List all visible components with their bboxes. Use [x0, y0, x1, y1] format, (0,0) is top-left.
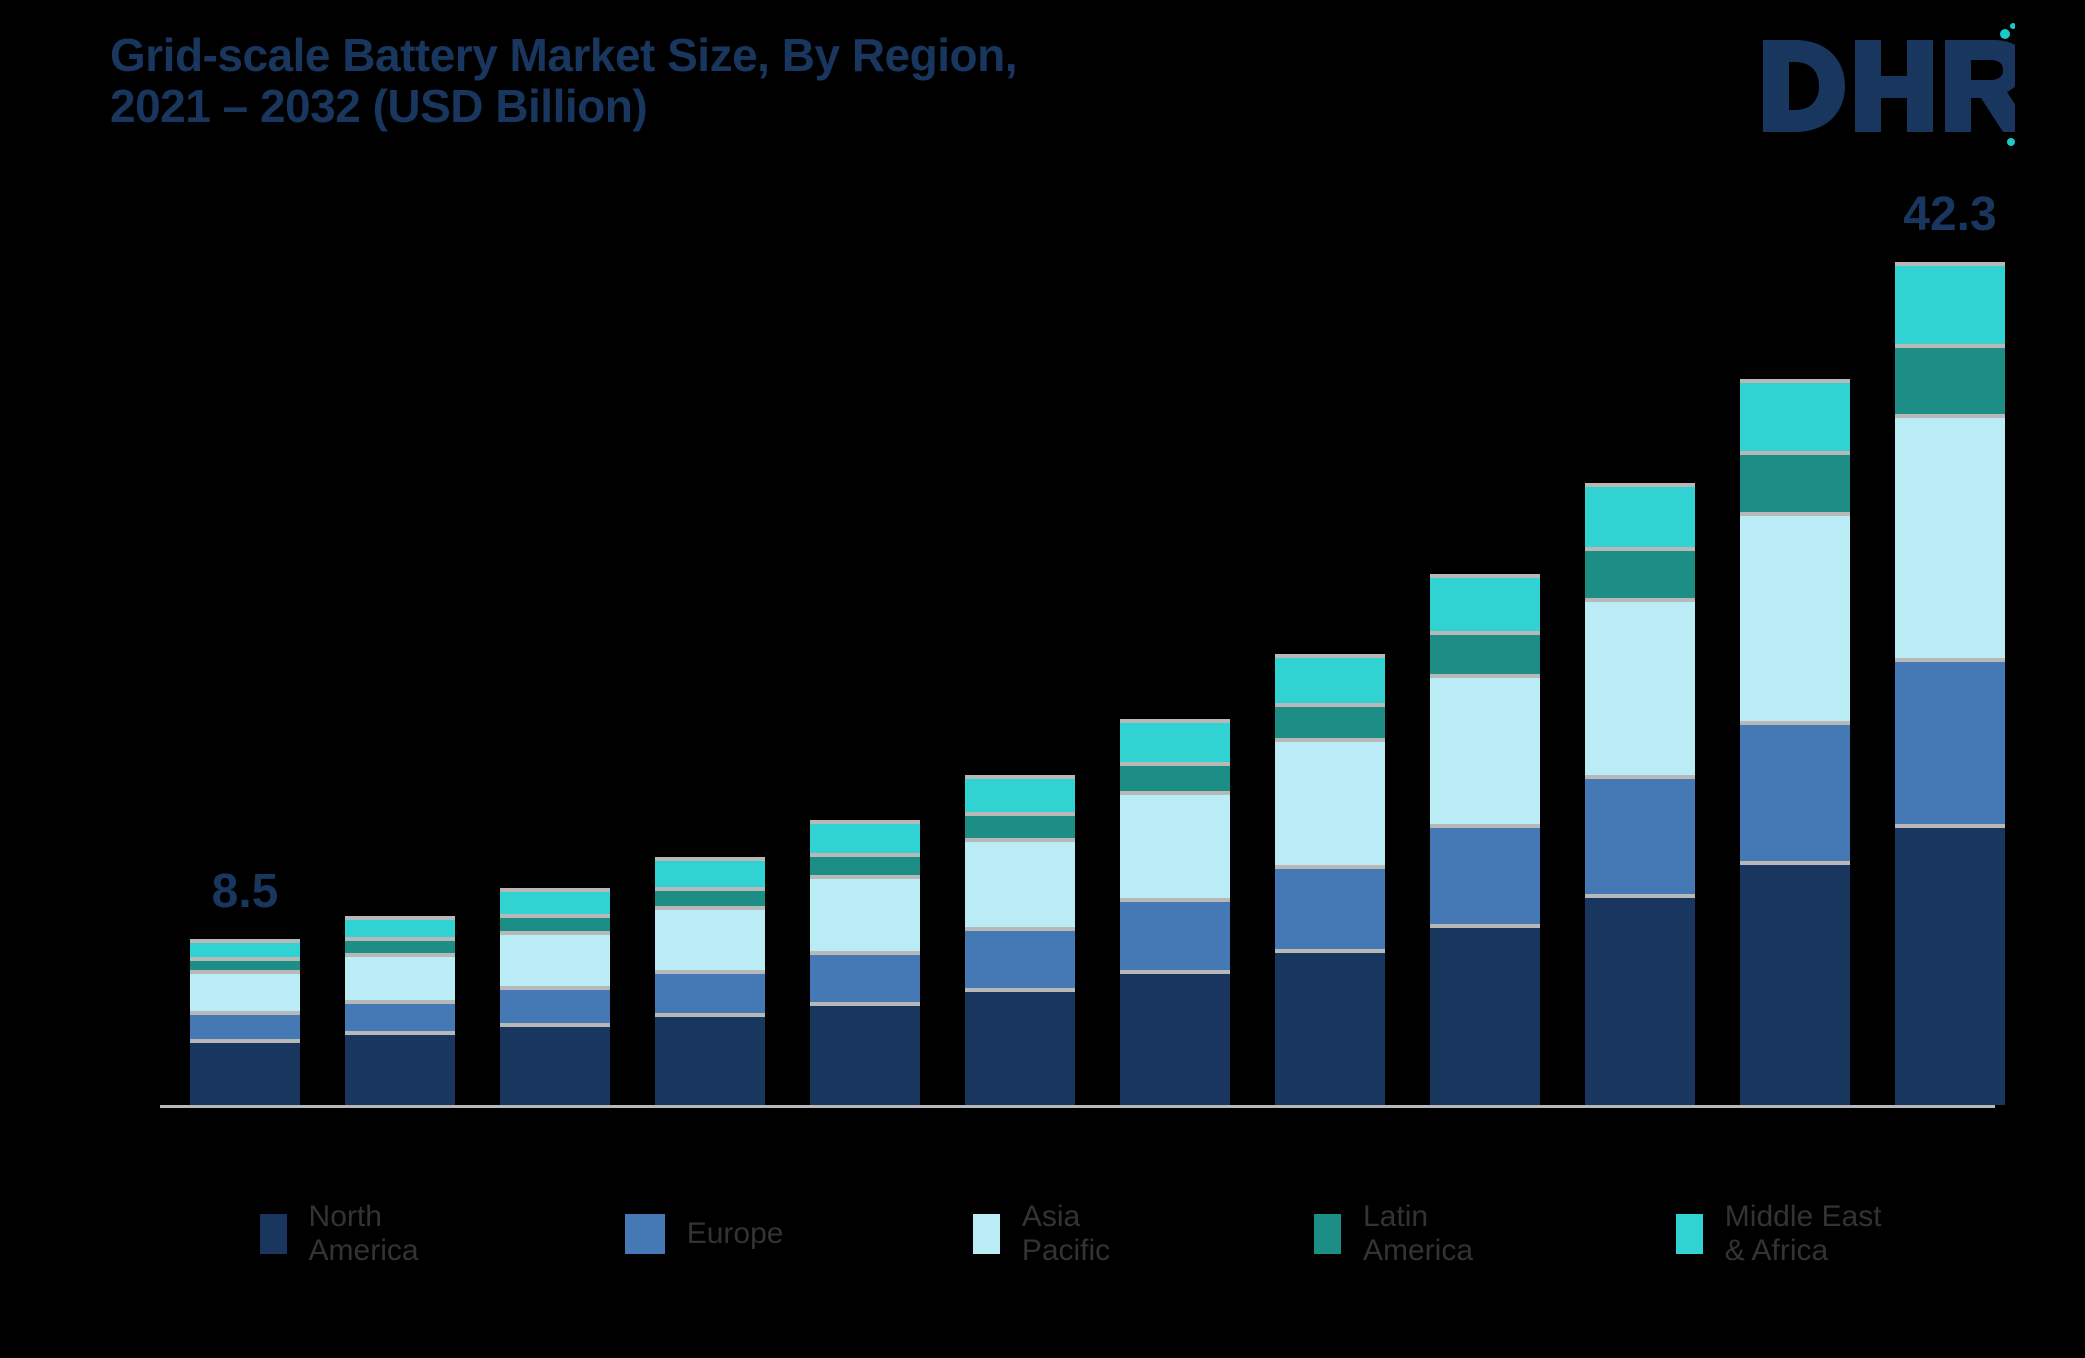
bar-segment	[655, 906, 765, 970]
legend-swatch	[625, 1214, 665, 1254]
bar-segment	[655, 857, 765, 886]
legend-item: Europe	[625, 1200, 784, 1268]
legend-item: Middle East & Africa	[1676, 1200, 1905, 1268]
legend-item: Asia Pacific	[973, 1200, 1123, 1268]
bar-segment	[655, 970, 765, 1013]
bar-segment	[1895, 414, 2005, 658]
bar-segment	[345, 953, 455, 1000]
bar-segment	[1275, 865, 1385, 949]
bar-segment	[190, 970, 300, 1011]
bar-segment	[190, 957, 300, 971]
bar-segment	[1740, 861, 1850, 1105]
bar-segment	[500, 931, 610, 986]
bar-2030	[1585, 483, 1695, 1105]
chart-frame: Grid-scale Battery Market Size, By Regio…	[0, 0, 2085, 1358]
title-line-1: Grid-scale Battery Market Size, By Regio…	[110, 30, 1017, 81]
legend-label: Europe	[687, 1217, 784, 1251]
bar-segment	[190, 1039, 300, 1105]
bar-2023	[500, 888, 610, 1105]
bar-value-label: 8.5	[212, 864, 279, 919]
bar-segment	[500, 888, 610, 913]
bar-2025	[810, 820, 920, 1105]
bar-2029	[1430, 574, 1540, 1105]
chart-title: Grid-scale Battery Market Size, By Regio…	[110, 30, 1017, 131]
bar-segment	[1895, 344, 2005, 414]
bar-segment	[1430, 674, 1540, 824]
chart-plot-area: 8.542.3	[160, 230, 1995, 1108]
bar-segment	[1430, 824, 1540, 924]
bar-segment	[1430, 924, 1540, 1105]
bar-2024	[655, 857, 765, 1105]
bar-2027	[1120, 719, 1230, 1105]
bar-segment	[1120, 898, 1230, 970]
chart-legend: North America Europe Asia Pacific Latin Ame…	[260, 1200, 1905, 1268]
bar-segment	[965, 775, 1075, 812]
bar-2021	[190, 939, 300, 1105]
bar-segment	[810, 853, 920, 874]
bar-segment	[190, 939, 300, 957]
bar-segment	[1275, 654, 1385, 703]
legend-item: North America	[260, 1200, 435, 1268]
bar-segment	[965, 812, 1075, 837]
bar-2028	[1275, 654, 1385, 1105]
brand-logo	[1755, 20, 2015, 150]
title-line-2: 2021 – 2032 (USD Billion)	[110, 81, 1017, 132]
bar-segment	[1895, 658, 2005, 824]
legend-label: North America	[309, 1200, 435, 1268]
bar-segment	[1275, 703, 1385, 738]
legend-swatch	[1676, 1214, 1703, 1254]
bar-segment	[1430, 631, 1540, 674]
legend-swatch	[260, 1214, 287, 1254]
bar-segment	[810, 951, 920, 1002]
legend-label: Middle East & Africa	[1725, 1200, 1905, 1268]
bar-segment	[1120, 719, 1230, 762]
bar-segment	[1275, 949, 1385, 1105]
bar-segment	[345, 937, 455, 953]
bar-segment	[500, 914, 610, 932]
bar-segment	[500, 986, 610, 1023]
bar-segment	[1585, 598, 1695, 776]
bar-segment	[655, 887, 765, 907]
legend-label: Asia Pacific	[1022, 1200, 1124, 1268]
bar-segment	[1120, 762, 1230, 791]
bar-segment	[1430, 574, 1540, 631]
bar-segment	[1740, 451, 1850, 511]
bar-segment	[1585, 483, 1695, 547]
bar-2026	[965, 775, 1075, 1105]
bar-2031	[1740, 379, 1850, 1105]
bar-segment	[1740, 379, 1850, 451]
bar-segment	[1585, 894, 1695, 1105]
legend-swatch	[973, 1214, 999, 1254]
bar-2032	[1895, 262, 2005, 1105]
bar-segment	[500, 1023, 610, 1105]
bar-segment	[345, 1000, 455, 1031]
bar-segment	[1120, 791, 1230, 898]
bar-segment	[190, 1011, 300, 1038]
legend-label: Latin America	[1363, 1200, 1486, 1268]
bar-segment	[810, 820, 920, 853]
bar-segment	[965, 927, 1075, 987]
bar-segment	[810, 875, 920, 951]
bar-segment	[655, 1013, 765, 1105]
bar-segment	[345, 916, 455, 937]
legend-swatch	[1314, 1214, 1341, 1254]
bar-segment	[810, 1002, 920, 1105]
bar-segment	[1895, 262, 2005, 344]
bar-segment	[1585, 547, 1695, 598]
bar-segment	[1895, 824, 2005, 1105]
bar-segment	[965, 838, 1075, 928]
bar-segment	[1740, 721, 1850, 861]
bar-segment	[1120, 970, 1230, 1105]
bar-segment	[1585, 775, 1695, 894]
bar-segment	[1740, 512, 1850, 721]
bar-segment	[345, 1031, 455, 1105]
legend-item: Latin America	[1314, 1200, 1486, 1268]
bar-segment	[965, 988, 1075, 1105]
bar-value-label: 42.3	[1903, 187, 1996, 242]
bar-2022	[345, 916, 455, 1105]
bar-segment	[1275, 738, 1385, 865]
